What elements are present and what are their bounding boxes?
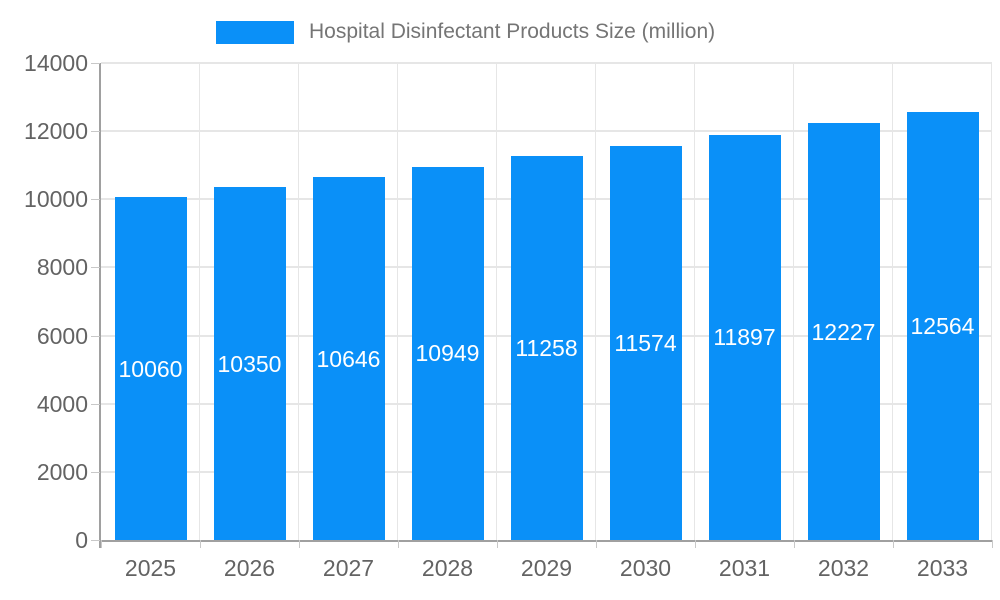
y-tick-mark	[91, 335, 100, 337]
x-tick-label: 2033	[916, 555, 969, 581]
bar	[213, 187, 286, 540]
bar-value-label: 10350	[217, 350, 282, 377]
bar	[609, 145, 682, 540]
y-tick-label: 2000	[36, 458, 88, 485]
y-tick-mark	[91, 199, 100, 201]
gridline-v	[496, 63, 497, 540]
y-tick-label: 12000	[24, 118, 88, 145]
gridline-v	[199, 63, 200, 540]
plot-area: 10060 10350 10646 10949 11258 11574 11897 12227…	[99, 62, 992, 548]
bar-value-label: 12564	[910, 312, 975, 339]
legend-label: Hospital Disinfectant Products Size (mil…	[309, 20, 716, 43]
y-tick-label: 10000	[24, 186, 88, 213]
x-tick-mark	[695, 540, 696, 548]
y-tick-label: 14000	[24, 50, 88, 76]
x-tick-label: 2026	[223, 555, 276, 581]
x-tick-mark	[398, 540, 399, 548]
x-tick-mark	[794, 540, 795, 548]
x-tick-mark	[299, 540, 300, 548]
bar	[708, 134, 781, 540]
x-tick-label: 2025	[124, 555, 177, 581]
x-axis-line	[99, 540, 992, 542]
gridline-h	[101, 130, 992, 133]
y-tick-label: 4000	[36, 390, 88, 417]
x-tick-label: 2028	[421, 555, 474, 581]
gridline-v	[595, 63, 596, 540]
bar	[411, 166, 484, 540]
bar	[906, 111, 979, 540]
bar-value-label: 10646	[316, 345, 381, 372]
gridline-v	[694, 63, 695, 540]
y-tick-label: 6000	[36, 322, 88, 349]
bar-value-label: 11574	[614, 329, 677, 356]
gridline-v	[397, 63, 398, 540]
bar-value-label: 11897	[713, 324, 776, 351]
x-tick-label: 2029	[520, 555, 573, 581]
x-tick-mark	[200, 540, 201, 548]
y-tick-mark	[91, 540, 100, 541]
x-tick-label: 2032	[817, 555, 870, 581]
gridline-v	[793, 63, 794, 540]
y-tick-label: 0	[75, 527, 88, 553]
legend: Hospital Disinfectant Products Size (mil…	[216, 20, 715, 44]
bar	[510, 156, 583, 540]
x-tick-mark	[497, 540, 498, 548]
x-tick-label: 2027	[322, 555, 375, 581]
y-tick-mark	[91, 131, 100, 133]
gridline-v	[298, 63, 299, 540]
x-tick-label: 2031	[718, 555, 771, 581]
gridline-v	[991, 63, 992, 540]
x-tick-mark	[992, 540, 993, 548]
bar	[114, 197, 187, 540]
y-tick-label: 8000	[36, 254, 88, 281]
bar-value-label: 10060	[118, 355, 183, 382]
bar-value-label: 12227	[811, 318, 876, 345]
x-tick-mark	[596, 540, 597, 548]
gridline-h	[101, 62, 992, 64]
legend-swatch	[216, 20, 294, 44]
bar	[312, 177, 385, 540]
bar-value-label: 11258	[515, 335, 578, 362]
gridline-v	[892, 63, 893, 540]
x-tick-label: 2030	[619, 555, 672, 581]
y-axis-line	[99, 63, 101, 548]
x-tick-mark	[893, 540, 894, 548]
y-tick-mark	[91, 267, 100, 269]
y-tick-mark	[91, 471, 100, 473]
bar-value-label: 10949	[415, 340, 480, 367]
x-tick-mark	[101, 540, 102, 548]
y-tick-mark	[91, 63, 100, 64]
bar	[807, 123, 880, 540]
y-tick-mark	[91, 403, 100, 405]
